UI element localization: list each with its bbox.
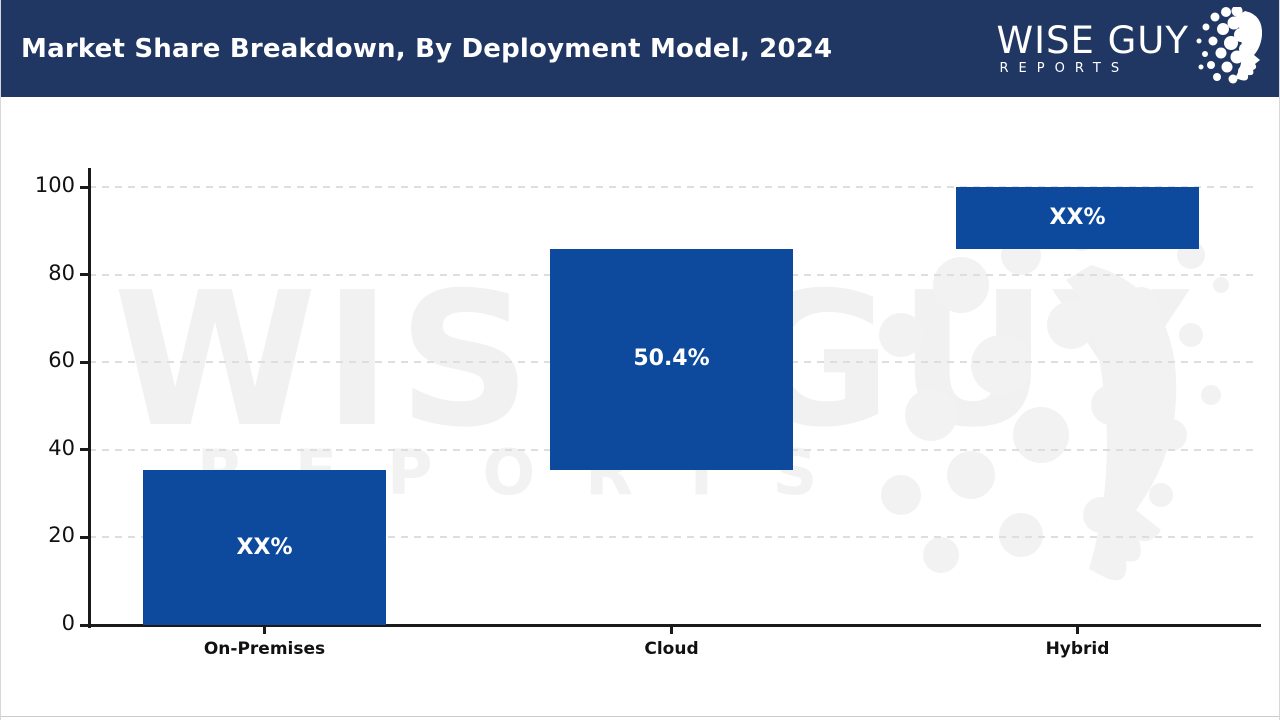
brand-logo: WISE GUY REPORTS	[997, 6, 1267, 91]
y-tick-label: 100	[34, 173, 75, 197]
logo-wordmark: WISE GUY	[996, 19, 1189, 62]
bar-value-label: XX%	[1049, 205, 1106, 230]
bottom-border	[1, 716, 1279, 717]
y-tick-mark	[80, 448, 89, 452]
x-tick-mark	[670, 625, 673, 634]
y-gridline	[89, 186, 1259, 188]
y-tick-mark	[80, 273, 89, 277]
y-gridline	[89, 536, 1259, 539]
y-tick-mark	[80, 360, 89, 364]
x-axis-line	[87, 624, 1261, 627]
logo-subtext: REPORTS	[999, 61, 1130, 76]
bar-segment-on-premises	[143, 469, 386, 625]
x-category-label: Cloud	[644, 639, 699, 659]
bar-value-label: 50.4%	[633, 346, 710, 372]
brand-logo-text: WISE GUY REPORTS	[997, 22, 1189, 75]
header-bar: Market Share Breakdown, By Deployment Mo…	[1, 0, 1279, 97]
y-tick-label: 40	[48, 435, 75, 460]
y-tick-label: 20	[48, 523, 75, 548]
bar-segment-hybrid	[956, 187, 1199, 250]
y-tick-label: 80	[48, 260, 75, 285]
y-tick-label: 60	[48, 348, 75, 373]
y-tick-mark	[80, 623, 89, 627]
y-tick-mark	[80, 535, 89, 539]
y-tick-mark	[80, 185, 89, 189]
bar-value-label: XX%	[236, 534, 293, 560]
x-category-label: Hybrid	[1045, 639, 1110, 659]
logo-face-icon	[1196, 6, 1263, 83]
bar-segment-cloud	[550, 249, 793, 470]
x-tick-mark	[263, 625, 266, 634]
x-category-label: On-Premises	[203, 639, 326, 659]
y-tick-label: 0	[61, 611, 75, 635]
x-tick-mark	[1076, 625, 1079, 634]
page-title: Market Share Breakdown, By Deployment Mo…	[21, 33, 833, 64]
y-axis-line	[88, 168, 91, 628]
